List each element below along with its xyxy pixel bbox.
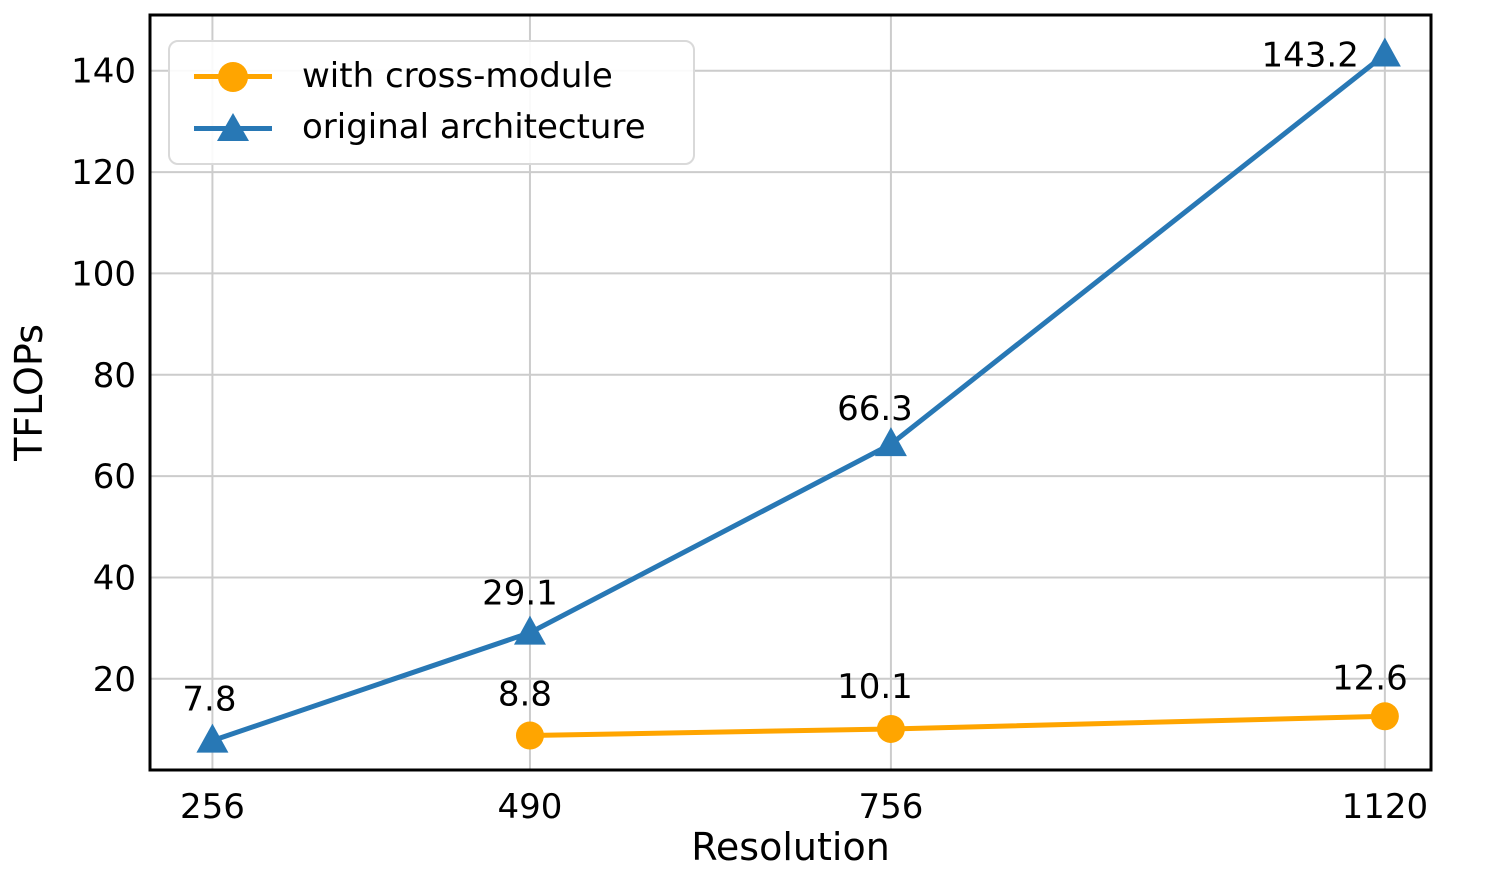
- y-tick-label: 40: [93, 558, 136, 598]
- plot-border: [148, 13, 1433, 772]
- legend-item-original-architecture: original architecture: [194, 107, 667, 148]
- legend-swatch-triangle: [194, 110, 272, 146]
- y-tick-label: 140: [71, 52, 136, 92]
- legend-label: original architecture: [302, 107, 646, 148]
- data-label: 12.6: [1332, 658, 1408, 698]
- y-tick-label: 20: [93, 660, 136, 700]
- x-tick-label: 756: [858, 787, 923, 827]
- data-label: 8.8: [498, 675, 552, 715]
- legend-label: with cross-module: [302, 56, 613, 96]
- data-point-marker: [515, 721, 544, 750]
- legend-swatch-circle: [194, 59, 272, 95]
- data-point-marker: [1368, 37, 1401, 67]
- y-tick-label: 80: [93, 356, 136, 396]
- data-label: 10.1: [837, 667, 913, 707]
- data-label: 29.1: [482, 574, 558, 614]
- x-tick-label: 256: [180, 787, 245, 827]
- series-line: [209, 52, 1388, 744]
- legend-item-with-cross-module: with cross-module: [194, 56, 667, 96]
- data-point-marker: [876, 714, 905, 743]
- legend: with cross-module original architecture: [168, 40, 695, 165]
- data-point-marker: [513, 615, 546, 645]
- data-point-marker: [1370, 702, 1399, 731]
- data-point-marker: [196, 723, 229, 753]
- y-tick-label: 100: [71, 254, 136, 294]
- data-label: 143.2: [1262, 36, 1359, 76]
- x-tick-label: 490: [498, 787, 563, 827]
- y-tick-label: 60: [93, 457, 136, 497]
- data-point-marker: [874, 427, 907, 457]
- triangle-marker-icon: [217, 113, 249, 142]
- circle-marker-icon: [218, 61, 248, 92]
- data-label: 7.8: [182, 680, 236, 720]
- y-tick-label: 120: [71, 153, 136, 193]
- x-axis-label: Resolution: [691, 825, 890, 869]
- y-axis-label: TFLOPs: [7, 324, 51, 462]
- x-tick-label: 1120: [1342, 787, 1429, 827]
- data-label: 66.3: [837, 389, 913, 429]
